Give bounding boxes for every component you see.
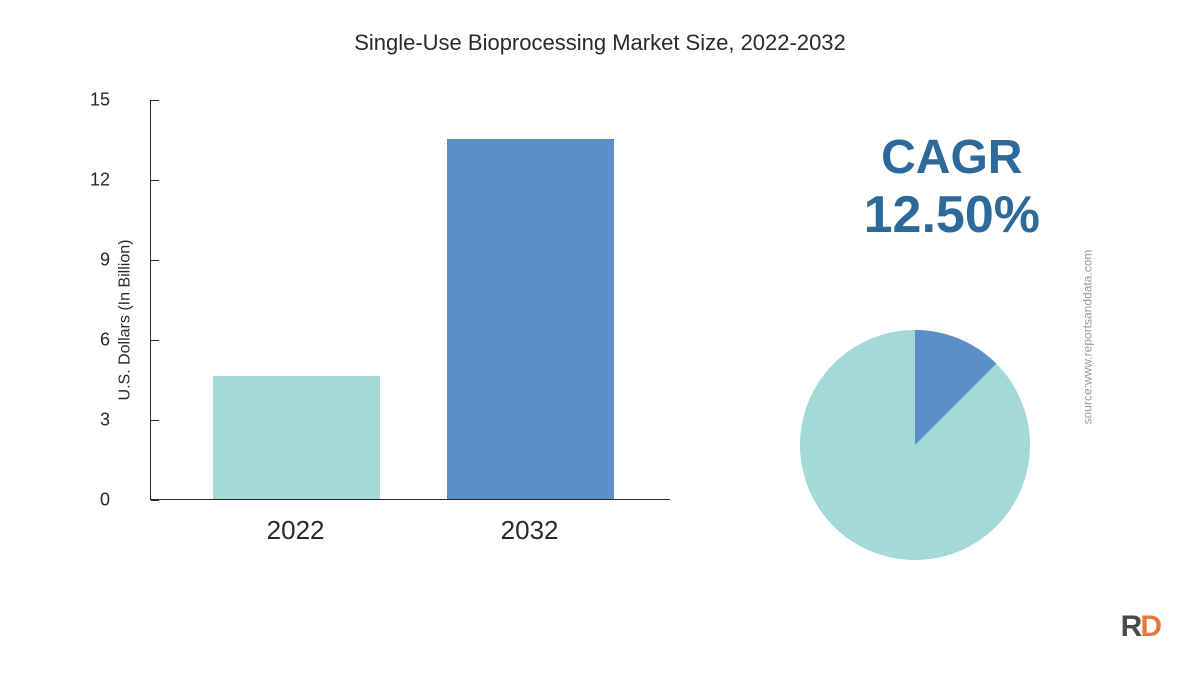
cagr-block: CAGR 12.50% bbox=[864, 130, 1040, 245]
logo-r: R bbox=[1121, 610, 1141, 644]
source-attribution: source:www.reportsanddata.com bbox=[1081, 250, 1095, 425]
x-label-2022: 2022 bbox=[267, 515, 325, 546]
pie-chart bbox=[800, 330, 1030, 565]
plot-area bbox=[150, 100, 670, 500]
bar-2022 bbox=[213, 376, 379, 499]
y-tick-mark bbox=[151, 500, 159, 501]
y-tick-label: 9 bbox=[100, 250, 110, 271]
y-tick-mark bbox=[151, 100, 159, 101]
cagr-label: CAGR bbox=[864, 130, 1040, 185]
y-tick-mark bbox=[151, 180, 159, 181]
y-tick-label: 12 bbox=[90, 170, 110, 191]
y-tick-label: 0 bbox=[100, 490, 110, 511]
y-tick-label: 3 bbox=[100, 410, 110, 431]
brand-logo: RD bbox=[1121, 610, 1160, 644]
y-tick-mark bbox=[151, 340, 159, 341]
cagr-value: 12.50% bbox=[864, 185, 1040, 245]
y-tick-mark bbox=[151, 420, 159, 421]
bar-2032 bbox=[447, 139, 613, 499]
x-label-2032: 2032 bbox=[501, 515, 559, 546]
chart-title: Single-Use Bioprocessing Market Size, 20… bbox=[0, 30, 1200, 56]
bar-chart: U.S. Dollars (In Billion) 03691215 20222… bbox=[150, 100, 670, 540]
pie-svg bbox=[800, 330, 1030, 560]
y-tick-mark bbox=[151, 260, 159, 261]
logo-d: D bbox=[1140, 610, 1160, 644]
y-tick-label: 15 bbox=[90, 90, 110, 111]
y-tick-label: 6 bbox=[100, 330, 110, 351]
y-axis-label: U.S. Dollars (In Billion) bbox=[116, 240, 134, 401]
